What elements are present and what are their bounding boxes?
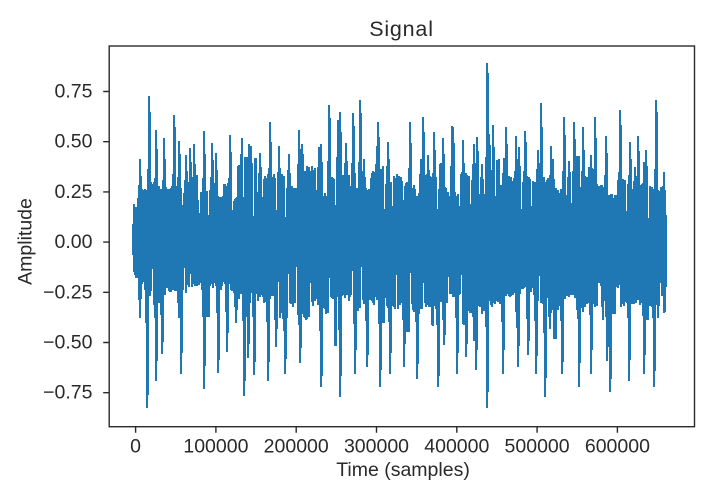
svg-text:400000: 400000 <box>424 436 489 458</box>
svg-text:100000: 100000 <box>183 436 248 458</box>
svg-text:0: 0 <box>130 436 141 458</box>
svg-text:Signal: Signal <box>369 17 434 41</box>
svg-text:Time (samples): Time (samples) <box>336 459 470 481</box>
svg-text:300000: 300000 <box>344 436 409 458</box>
svg-text:200000: 200000 <box>264 436 329 458</box>
svg-text:0.50: 0.50 <box>55 131 93 153</box>
svg-text:0.75: 0.75 <box>55 81 93 103</box>
svg-text:500000: 500000 <box>505 436 570 458</box>
svg-text:600000: 600000 <box>585 436 650 458</box>
svg-text:−0.50: −0.50 <box>43 332 92 354</box>
svg-text:0.00: 0.00 <box>55 231 93 253</box>
svg-text:Amplitude: Amplitude <box>15 198 37 285</box>
svg-text:0.25: 0.25 <box>55 181 93 203</box>
svg-text:−0.75: −0.75 <box>43 382 92 404</box>
svg-text:−0.25: −0.25 <box>43 281 92 303</box>
